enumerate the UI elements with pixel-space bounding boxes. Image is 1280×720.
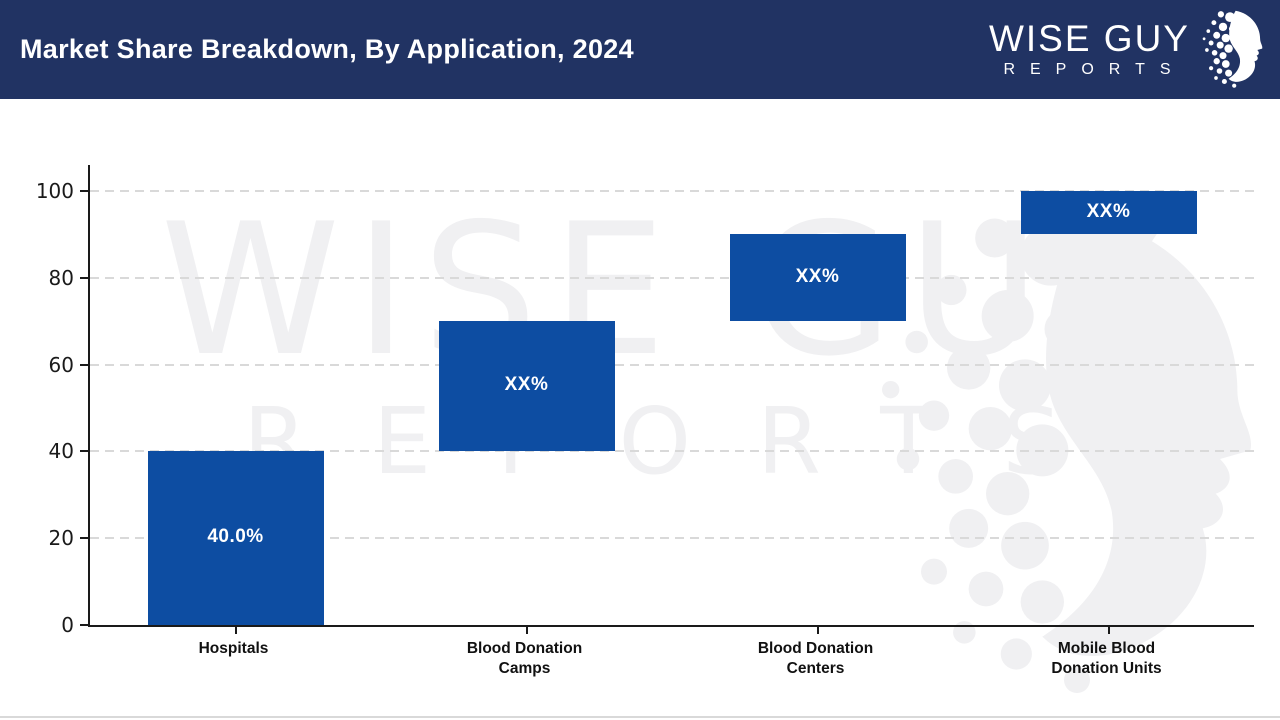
y-tick-label-100: 100 xyxy=(35,179,74,204)
bar-value-label: 40.0% xyxy=(207,526,264,548)
x-category-line: Blood Donation xyxy=(466,640,583,657)
logo-wordmark: WISE GUY REPORTS xyxy=(988,17,1190,80)
logo-wordmark-sub: REPORTS xyxy=(1003,60,1186,78)
logo-wordmark-main: WISE GUY xyxy=(988,17,1190,59)
x-category-line: Camps xyxy=(498,660,551,677)
bar-blood-donation-camps: XX% xyxy=(438,321,615,452)
y-tick-label-80: 80 xyxy=(48,265,74,290)
y-tick-mark xyxy=(80,450,88,453)
y-tick-mark xyxy=(80,537,88,540)
x-category-label: Blood Donation Centers xyxy=(758,639,873,679)
footer-divider xyxy=(0,716,1280,718)
x-tick-mark xyxy=(234,627,237,634)
y-tick-mark xyxy=(80,276,88,279)
x-tick-mark xyxy=(816,627,819,634)
gridline-60 xyxy=(90,363,1254,366)
bar-hospitals: 40.0% xyxy=(147,451,324,625)
bar-blood-donation-centers: XX% xyxy=(729,234,906,322)
gridline-80 xyxy=(90,276,1254,279)
bar-value-label: XX% xyxy=(504,374,549,396)
chart-area: WISE GUY REPORTS 0 20 40 60 80 100 40.0% XX% XX… xyxy=(0,99,1280,720)
gridline-100 xyxy=(90,190,1254,193)
y-axis: 0 20 40 60 80 100 xyxy=(0,165,78,636)
x-category-line: Centers xyxy=(786,660,845,677)
page-title: Market Share Breakdown, By Application, … xyxy=(20,34,634,64)
wiseguy-head-icon xyxy=(1202,10,1263,88)
y-tick-label-40: 40 xyxy=(48,439,74,464)
y-tick-mark xyxy=(80,190,88,193)
y-tick-label-0: 0 xyxy=(61,613,74,637)
x-category-label: Hospitals xyxy=(199,639,269,659)
x-tick-mark xyxy=(525,627,528,634)
bar-mobile-blood-donation-units: XX% xyxy=(1020,191,1197,235)
x-category-line: Hospitals xyxy=(198,640,269,657)
header-bar: Market Share Breakdown, By Application, … xyxy=(0,0,1280,99)
gridline-40 xyxy=(90,450,1254,453)
bar-value-label: XX% xyxy=(1086,200,1131,222)
gridline-20 xyxy=(90,537,1254,540)
x-category-label: Blood Donation Camps xyxy=(467,639,582,679)
y-tick-label-20: 20 xyxy=(48,526,74,551)
y-tick-mark xyxy=(80,624,88,626)
y-tick-mark xyxy=(80,363,88,366)
wiseguy-logo: WISE GUY REPORTS xyxy=(989,8,1280,92)
x-category-line: Mobile Blood xyxy=(1057,640,1156,657)
x-category-line: Blood Donation xyxy=(757,640,874,657)
x-tick-mark xyxy=(1107,627,1110,634)
x-category-line: Donation Units xyxy=(1051,660,1162,677)
bar-value-label: XX% xyxy=(795,265,840,287)
x-axis: Hospitals Blood Donation Camps Blood Donati… xyxy=(88,639,1252,709)
plot-area: 40.0% XX% XX% XX% xyxy=(80,165,1254,634)
x-category-label: Mobile Blood Donation Units xyxy=(1051,639,1161,679)
y-tick-label-60: 60 xyxy=(48,352,74,377)
